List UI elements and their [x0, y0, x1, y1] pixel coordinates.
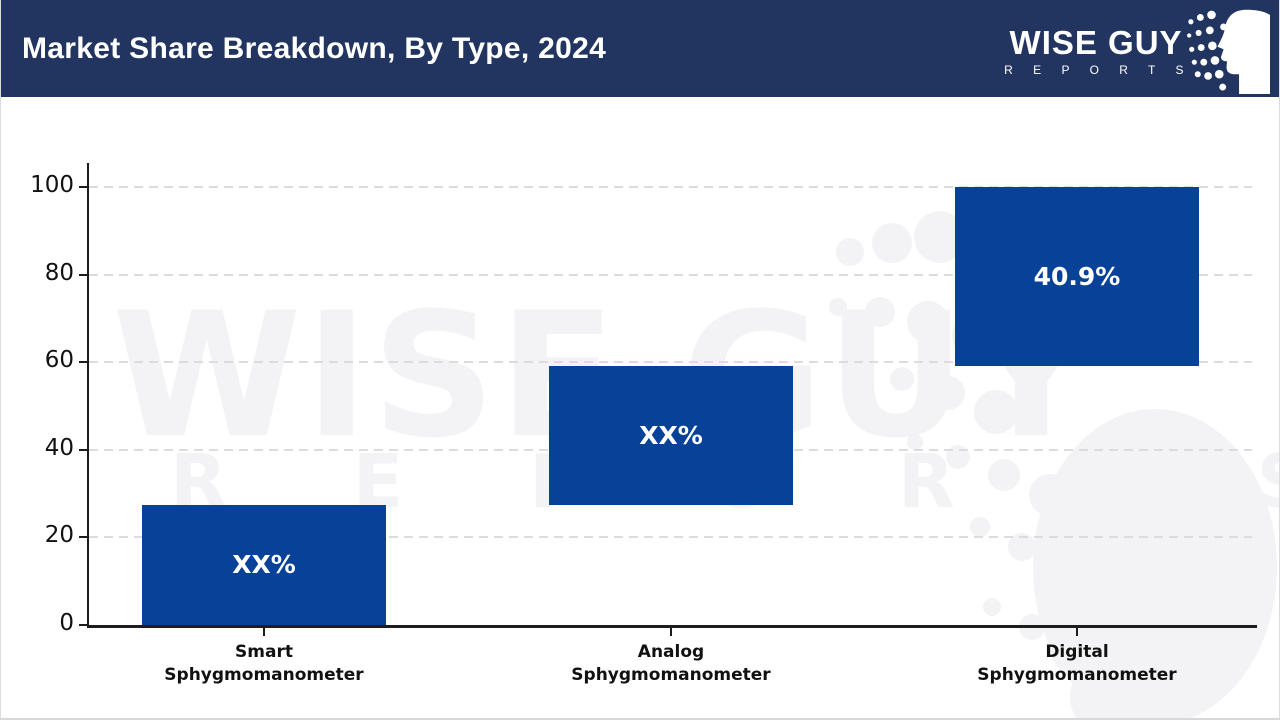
- x-category-label: Digital Sphygmomanometer: [907, 641, 1247, 687]
- gridline-y20: [89, 536, 1252, 539]
- bar-value-label: XX%: [232, 550, 296, 580]
- bar-segment-1: XX%: [142, 504, 386, 625]
- x-category-line1: Smart: [235, 642, 293, 662]
- plot-area: WISE GUY R E P O R T S 020406080100XX%XX…: [0, 97, 1280, 720]
- x-category-line2: Sphygmomanometer: [571, 664, 771, 685]
- x-tick-mark: [1076, 628, 1078, 636]
- x-category-label: Analog Sphygmomanometer: [501, 641, 841, 687]
- y-tick-label: 40: [44, 434, 74, 461]
- gridline-y100: [89, 186, 1252, 188]
- x-category-line2: Sphygmomanometer: [164, 664, 364, 685]
- x-category-line1: Digital: [1045, 642, 1109, 662]
- bar-value-label: XX%: [639, 421, 703, 451]
- y-tick-mark: [79, 273, 87, 276]
- wiseguy-head-icon: [1187, 9, 1270, 94]
- x-tick-mark: [670, 628, 672, 636]
- x-category-line2: Sphygmomanometer: [977, 664, 1177, 685]
- x-category-line1: Analog: [637, 642, 705, 662]
- wiseguy-logo-reports: R E P O R T S: [1004, 63, 1192, 77]
- bar-value-label: 40.9%: [1033, 262, 1121, 292]
- y-tick-mark: [79, 624, 87, 626]
- y-tick-label: 20: [44, 522, 74, 549]
- bar-segment-2: XX%: [549, 366, 793, 505]
- x-tick-mark: [263, 628, 265, 636]
- wiseguy-logo-wordmark: WISE GUY: [1009, 24, 1183, 61]
- gridline-y60: [89, 361, 1252, 364]
- y-tick-mark: [79, 448, 87, 451]
- gridline-y80: [89, 273, 1252, 276]
- wiseguy-logo: WISE GUY R E P O R T S: [1004, 4, 1270, 94]
- x-category-label: Smart Sphygmomanometer: [94, 641, 434, 687]
- bar-segment-3: 40.9%: [955, 187, 1199, 367]
- y-tick-label: 60: [44, 347, 74, 374]
- y-tick-label: 100: [30, 172, 74, 198]
- y-tick-label: 80: [44, 259, 74, 286]
- header-bar: Market Share Breakdown, By Type, 2024 WI…: [0, 0, 1280, 97]
- y-tick-mark: [79, 536, 87, 539]
- y-tick-mark: [79, 361, 87, 364]
- wiseguy-logo-text: WISE GUY R E P O R T S: [1000, 26, 1192, 77]
- y-tick-label: 0: [59, 610, 74, 636]
- chart-title: Market Share Breakdown, By Type, 2024: [22, 31, 607, 65]
- y-tick-mark: [79, 186, 87, 188]
- watermark-head-dots: [829, 211, 1277, 720]
- x-axis-line: [87, 625, 1257, 628]
- y-axis-line: [87, 163, 89, 627]
